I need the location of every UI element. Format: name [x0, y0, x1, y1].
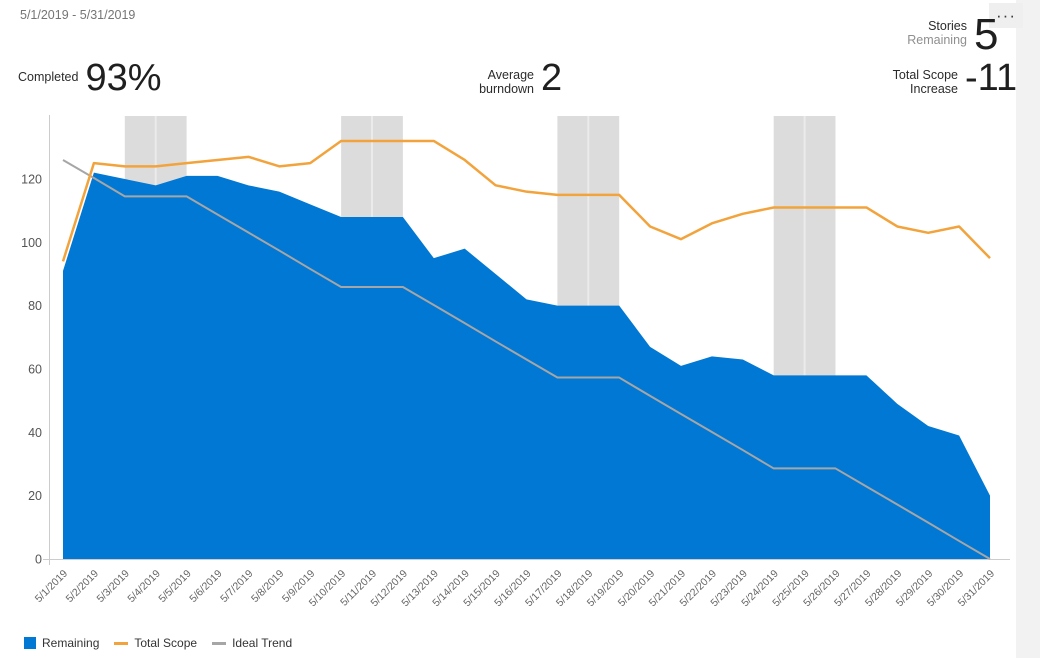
remaining-swatch-icon [24, 637, 36, 649]
kpi-stories-remaining-value: 5 [974, 10, 999, 59]
kpi-stories-remaining-label: Stories Remaining [907, 19, 967, 48]
svg-text:5/8/2019: 5/8/2019 [249, 568, 286, 605]
svg-text:120: 120 [21, 172, 42, 186]
sprint-date-range: 5/1/2019 - 5/31/2019 [20, 8, 136, 22]
svg-text:5/2/2019: 5/2/2019 [64, 568, 101, 605]
kpi-stories-remaining: Stories Remaining 5 [887, 10, 999, 59]
kpi-total-scope-increase-label: Total Scope Increase [892, 68, 958, 97]
svg-text:5/4/2019: 5/4/2019 [125, 568, 162, 605]
kpi-total-scope-increase-value: -11 [965, 57, 1018, 99]
page-edge-strip [1016, 0, 1040, 658]
kpi-average-burndown-value: 2 [541, 57, 563, 99]
svg-text:5/1/2019: 5/1/2019 [33, 568, 70, 605]
legend-label-total-scope: Total Scope [134, 636, 198, 650]
svg-text:20: 20 [28, 489, 42, 503]
kpi-total-scope-increase: Total Scope Increase -11 [878, 57, 1018, 99]
svg-text:5/6/2019: 5/6/2019 [187, 568, 224, 605]
kpi-completed-value: 93% [85, 57, 162, 99]
svg-text:5/5/2019: 5/5/2019 [156, 568, 193, 605]
svg-text:80: 80 [28, 299, 42, 313]
kpi-average-burndown-label: Average burndown [479, 68, 534, 97]
kpi-completed: Completed 93% [18, 57, 162, 99]
kpi-average-burndown: Average burndown 2 [454, 57, 563, 99]
legend-item-total-scope: Total Scope [114, 636, 197, 650]
legend-label-ideal-trend: Ideal Trend [232, 636, 293, 650]
widget-menu-button[interactable]: ··· [989, 3, 1023, 28]
svg-text:60: 60 [28, 362, 42, 376]
svg-text:100: 100 [21, 236, 42, 250]
chart-legend: Remaining Total Scope Ideal Trend [24, 636, 292, 650]
svg-text:5/3/2019: 5/3/2019 [95, 568, 132, 605]
total-scope-swatch-icon [114, 641, 129, 645]
svg-text:0: 0 [35, 553, 42, 567]
kpi-completed-label: Completed [18, 70, 79, 84]
legend-label-remaining: Remaining [42, 636, 100, 650]
legend-item-remaining: Remaining [24, 636, 99, 650]
svg-text:5/7/2019: 5/7/2019 [218, 568, 255, 605]
ideal-trend-swatch-icon [212, 641, 227, 645]
legend-item-ideal-trend: Ideal Trend [212, 636, 292, 650]
svg-text:40: 40 [28, 426, 42, 440]
